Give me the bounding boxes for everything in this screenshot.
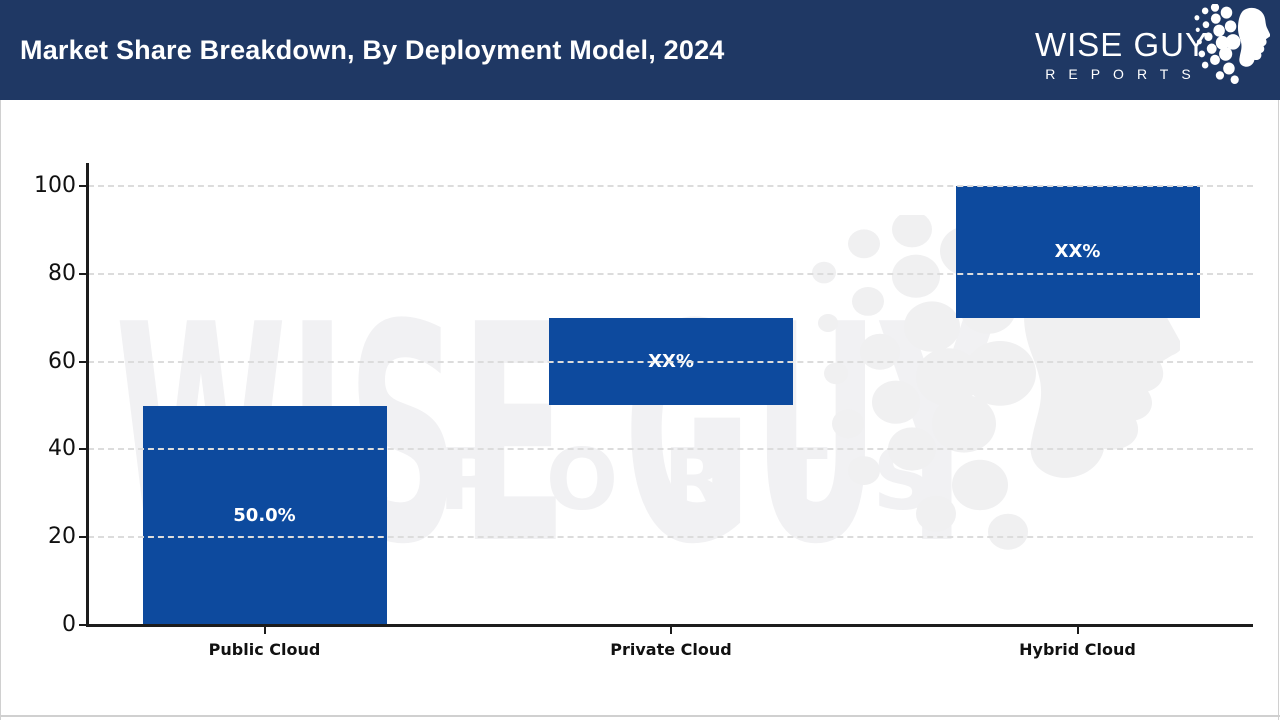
x-axis-line (86, 624, 1253, 627)
bar-value-label: XX% (1054, 241, 1101, 263)
y-tick-mark (79, 448, 87, 451)
y-tick-mark (79, 624, 87, 626)
right-border (1278, 100, 1279, 720)
y-tick-label: 60 (48, 348, 76, 374)
wise-guy-reports-logo: WISE GUY REPORTS (1035, 4, 1270, 90)
left-border (0, 100, 1, 720)
gridline (88, 185, 1253, 187)
x-tick-mark (670, 627, 672, 634)
bar: 50.0% (142, 405, 387, 625)
logo-wordmark: WISE GUY (1034, 26, 1208, 63)
logo-text: WISE GUY REPORTS (1035, 26, 1208, 82)
logo-face-icon (1194, 4, 1270, 84)
bar-value-label: 50.0% (233, 504, 296, 526)
gridline (88, 448, 1253, 451)
y-tick-mark (79, 536, 87, 539)
x-tick-mark (1076, 627, 1079, 634)
header-banner: Market Share Breakdown, By Deployment Mo… (0, 0, 1280, 100)
y-tick-mark (79, 272, 87, 275)
y-axis-line (86, 163, 89, 627)
logo-subtext: REPORTS (1045, 66, 1204, 82)
bottom-border (0, 715, 1280, 717)
bar: XX% (955, 186, 1200, 318)
y-tick-label: 0 (62, 612, 76, 637)
gridline (88, 272, 1253, 275)
y-tick-label: 80 (48, 260, 76, 286)
page-title: Market Share Breakdown, By Deployment Mo… (20, 34, 725, 65)
x-tick-label: Public Cloud (208, 640, 321, 659)
y-tick-label: 100 (34, 173, 76, 198)
y-tick-mark (79, 360, 87, 363)
y-tick-mark (79, 185, 87, 187)
y-tick-label: 20 (48, 524, 76, 550)
gridline (88, 360, 1253, 363)
x-tick-label: Private Cloud (610, 640, 732, 659)
x-tick-label: Hybrid Cloud (1019, 640, 1136, 659)
x-tick-mark (263, 627, 266, 634)
y-tick-label: 40 (48, 436, 76, 462)
gridline (88, 536, 1253, 539)
